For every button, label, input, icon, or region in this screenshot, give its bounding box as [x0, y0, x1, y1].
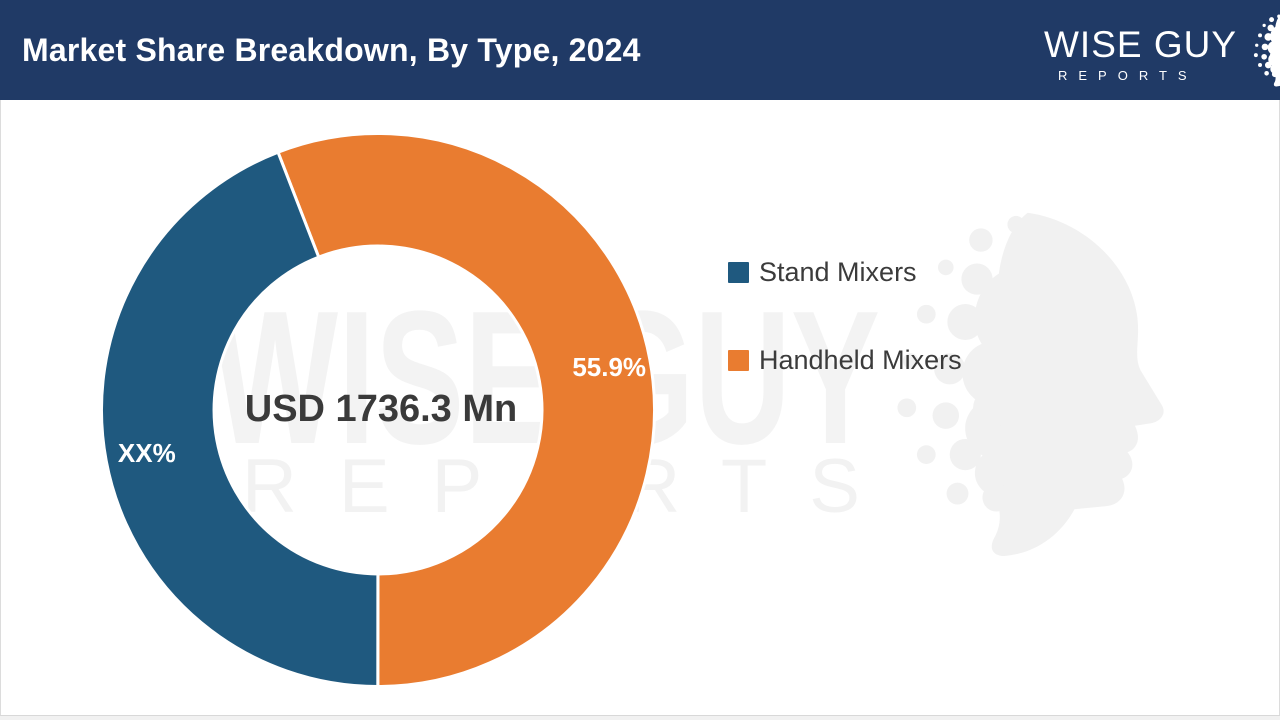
donut-slice-stand-mixers: [100, 150, 380, 688]
brand-logo-text: WISE GUY: [1044, 24, 1238, 65]
page-title: Market Share Breakdown, By Type, 2024: [22, 31, 641, 68]
legend-swatch-handheld-mixers: [728, 349, 749, 371]
brand-face-icon: [1253, 13, 1280, 87]
brand-logo: WISE GUY REPORTS: [1044, 10, 1280, 94]
legend-swatch-stand-mixers: [728, 261, 749, 283]
legend-item-handheld-mixers: Handheld Mixers: [728, 344, 962, 375]
header-bar: Market Share Breakdown, By Type, 2024 WI…: [0, 0, 1280, 100]
page-border-left: [0, 100, 1, 720]
donut-chart: 55.9% XX%: [100, 132, 656, 688]
page-border-bottom: [0, 715, 1280, 720]
legend-item-stand-mixers: Stand Mixers: [728, 256, 962, 287]
donut-slice-handheld-mixers: [276, 132, 656, 688]
watermark: WISE GUY REPORTS: [212, 212, 1164, 557]
slice-label-stand-mixers: XX%: [118, 438, 176, 468]
legend-label-stand-mixers: Stand Mixers: [759, 256, 917, 287]
brand-logo-subtext: REPORTS: [1058, 68, 1198, 83]
slice-label-handheld-mixers: 55.9%: [572, 352, 646, 382]
legend-label-handheld-mixers: Handheld Mixers: [759, 344, 962, 375]
legend: Stand Mixers Handheld Mixers: [728, 256, 962, 375]
donut-center-label: USD 1736.3 Mn: [245, 388, 517, 430]
